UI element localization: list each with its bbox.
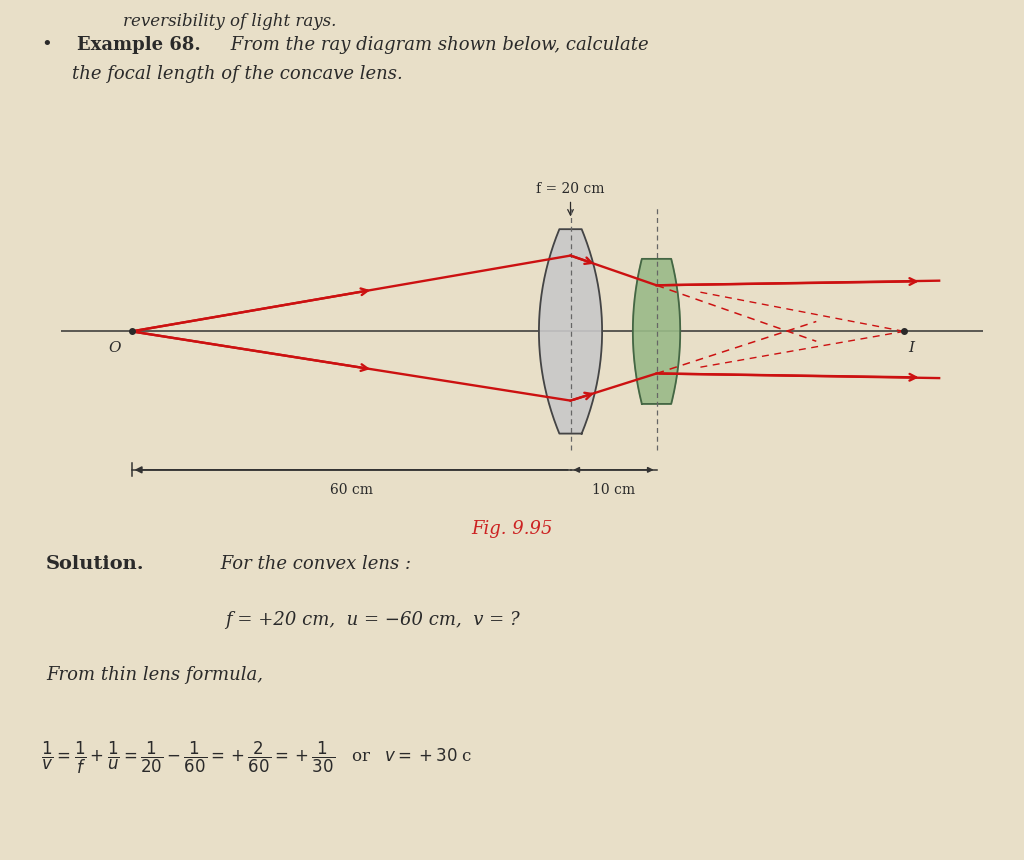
Text: I: I [908,341,914,355]
Text: the focal length of the concave lens.: the focal length of the concave lens. [72,65,402,83]
Text: •: • [41,36,51,54]
Text: Example 68.: Example 68. [77,36,201,54]
Text: From thin lens formula,: From thin lens formula, [46,666,263,685]
Text: f = 20 cm: f = 20 cm [537,182,605,196]
Text: From the ray diagram shown below, calculate: From the ray diagram shown below, calcul… [225,36,649,54]
Polygon shape [539,229,602,433]
Polygon shape [633,259,680,404]
Text: 60 cm: 60 cm [330,483,373,497]
Text: O: O [109,341,121,355]
Text: Fig. 9.95: Fig. 9.95 [471,520,553,538]
Text: 10 cm: 10 cm [592,483,635,497]
Text: reversibility of light rays.: reversibility of light rays. [123,13,336,30]
Text: For the convex lens :: For the convex lens : [215,555,412,573]
Text: $\dfrac{1}{v} = \dfrac{1}{f} + \dfrac{1}{u} = \dfrac{1}{20} - \dfrac{1}{60} = +\: $\dfrac{1}{v} = \dfrac{1}{f} + \dfrac{1}… [41,740,472,776]
Text: f = +20 cm,  u = −60 cm,  v = ?: f = +20 cm, u = −60 cm, v = ? [225,611,520,629]
Text: Solution.: Solution. [46,555,144,573]
